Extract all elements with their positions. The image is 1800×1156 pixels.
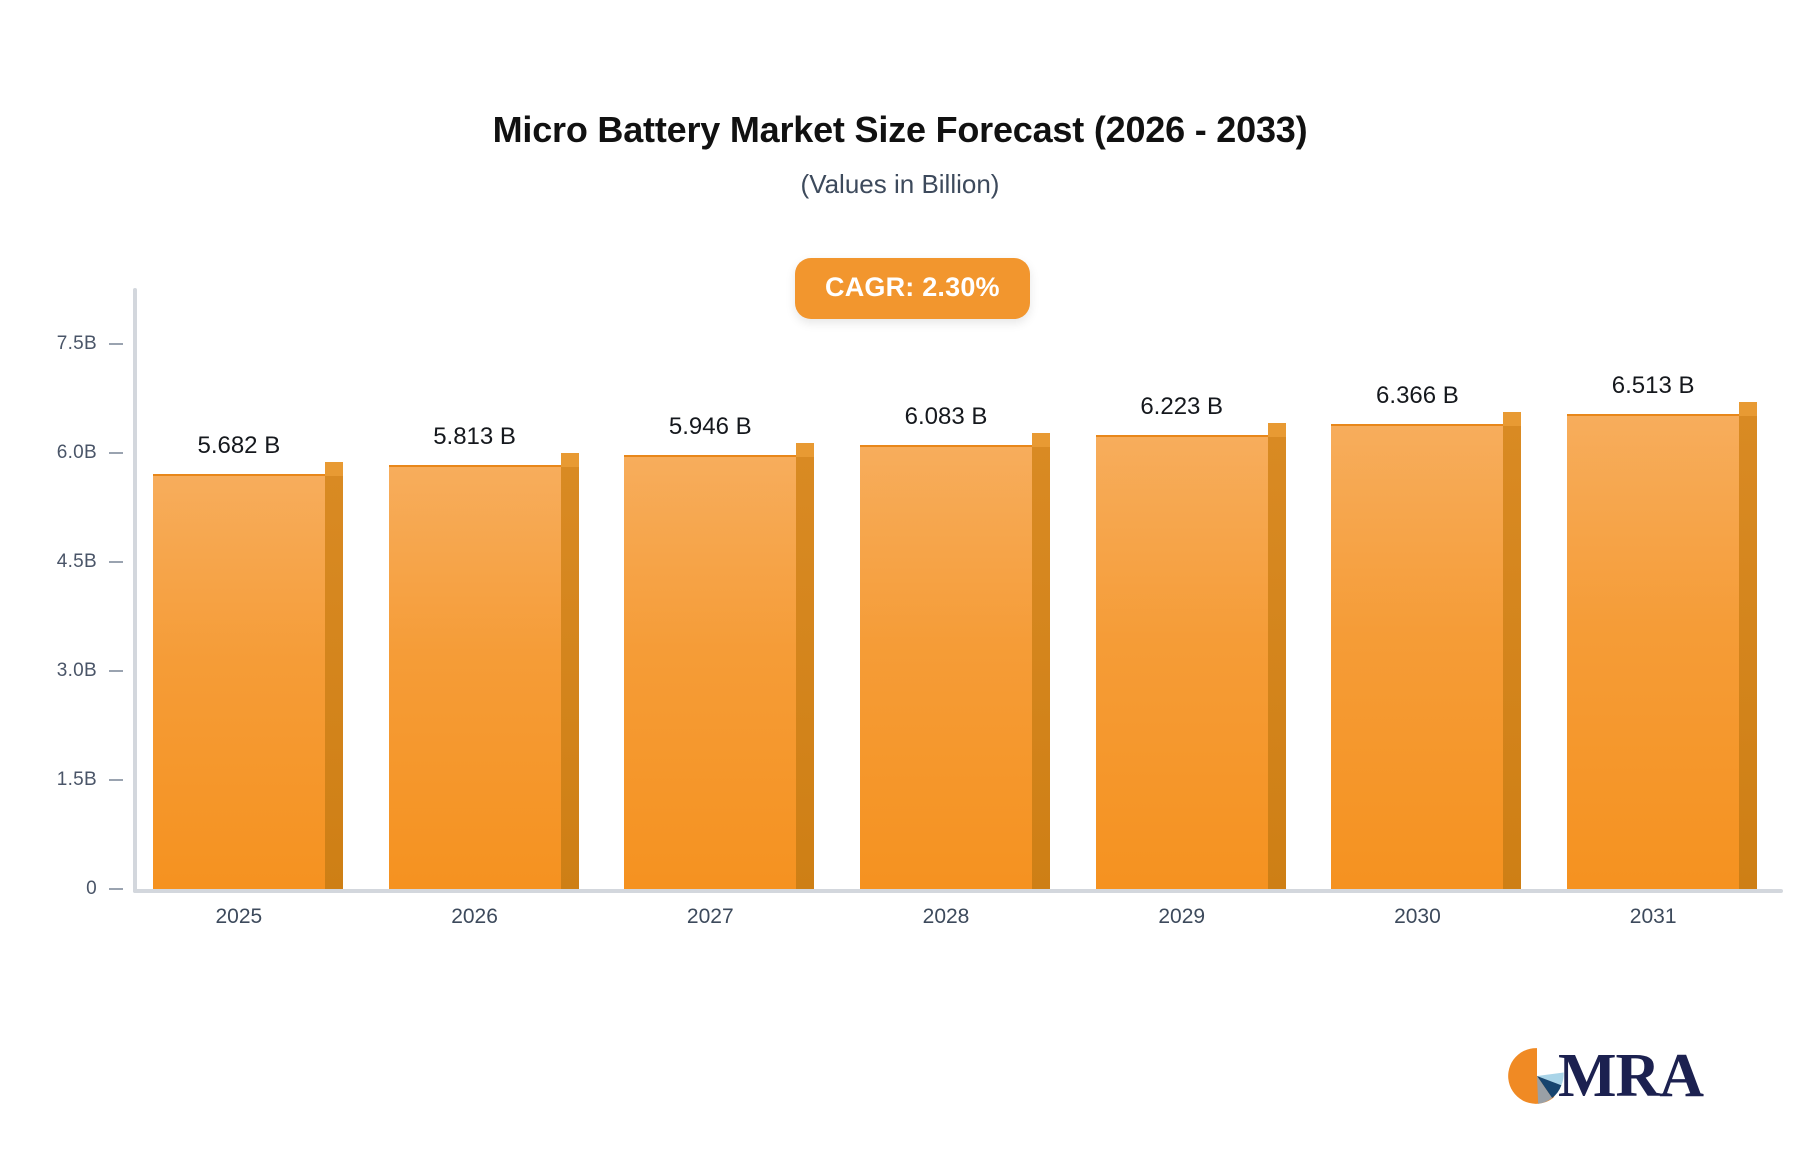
- cagr-badge: CAGR: 2.30%: [795, 258, 1030, 319]
- bar-column[interactable]: 5.682 B: [152, 432, 343, 889]
- bar-value-label: 6.366 B: [1376, 382, 1459, 410]
- bar-front-face: [1567, 413, 1740, 889]
- y-axis-tick-label: 7.5B: [56, 333, 97, 354]
- y-axis-tick-mark: [109, 452, 123, 454]
- bar-front-face: [388, 464, 561, 889]
- bar-front-face: [1331, 424, 1504, 889]
- bar-side-face: [560, 466, 579, 889]
- y-axis-tick-mark: [109, 779, 123, 781]
- bar-top-face: [1503, 412, 1522, 427]
- chart-subtitle: (Values in Billion): [800, 168, 1000, 199]
- bar-column[interactable]: 5.813 B: [388, 423, 579, 889]
- bar-column[interactable]: 6.513 B: [1567, 372, 1758, 889]
- x-axis-labels: 2025 2026 2027 2028 2029 2030 2031: [133, 905, 1783, 939]
- bar-value-label: 5.946 B: [668, 412, 752, 440]
- title-block: Micro Battery Market Size Forecast (2026…: [0, 110, 1800, 198]
- bar-column[interactable]: 6.223 B: [1095, 393, 1286, 889]
- y-axis-tick-label: 0: [86, 878, 97, 899]
- bar-top-face: [796, 442, 815, 457]
- bar-top-face: [1739, 401, 1758, 416]
- y-axis-tick-mark: [109, 561, 123, 563]
- bar-side-face: [1267, 436, 1286, 889]
- y-axis-tick-label: 3.0B: [56, 660, 97, 681]
- y-axis-tick: 0: [0, 878, 133, 899]
- bar-front-face: [152, 474, 325, 889]
- x-axis-label: 2028: [922, 905, 970, 928]
- y-axis-tick: 6.0B: [0, 442, 133, 463]
- bar-top-face: [324, 462, 343, 477]
- y-axis-tick: 3.0B: [0, 660, 133, 681]
- x-axis-label: 2026: [451, 905, 498, 928]
- bar-top-face: [1032, 432, 1050, 447]
- bar-front-face: [1095, 434, 1268, 889]
- plot-area: 5.682 B 5.813 B 5.946 B 6.083 B 6.223 B 6.366…: [133, 288, 1783, 893]
- x-axis-label: 2025: [215, 905, 263, 928]
- logo-text: MRA: [1558, 1042, 1704, 1110]
- page-title: Micro Battery Market Size Forecast (2026…: [492, 109, 1308, 150]
- bar-value-label: 6.223 B: [1140, 392, 1224, 420]
- mra-logo: MRA: [1508, 1040, 1704, 1112]
- pie-chart-icon: [1508, 1047, 1566, 1105]
- bar-value-label: 5.682 B: [197, 432, 281, 460]
- y-axis-tick-mark: [109, 888, 123, 890]
- bar-side-face: [796, 456, 815, 889]
- y-axis-tick-label: 6.0B: [56, 442, 97, 463]
- bar-column[interactable]: 6.366 B: [1331, 382, 1522, 889]
- bar-side-face: [324, 476, 343, 889]
- x-axis-label: 2031: [1629, 905, 1677, 928]
- y-axis-tick-label: 1.5B: [56, 769, 97, 790]
- bar-value-label: 6.083 B: [904, 402, 988, 430]
- bar-value-label: 5.813 B: [433, 422, 516, 450]
- bar-column[interactable]: 6.083 B: [860, 403, 1050, 889]
- x-axis-line: [133, 889, 1783, 893]
- bar-side-face: [1739, 415, 1758, 889]
- y-axis-tick: 1.5B: [0, 769, 133, 790]
- bar-side-face: [1503, 426, 1522, 889]
- y-axis-tick: 4.5B: [0, 551, 133, 572]
- y-axis-tick-mark: [109, 343, 123, 345]
- x-axis-label: 2027: [686, 905, 734, 928]
- bar-front-face: [624, 454, 797, 889]
- bar-side-face: [1032, 446, 1050, 889]
- y-axis-tick-mark: [109, 670, 123, 672]
- bar-value-label: 6.513 B: [1611, 371, 1695, 399]
- bar-top-face: [1267, 422, 1286, 437]
- bar-top-face: [560, 452, 579, 467]
- x-axis-label: 2029: [1158, 905, 1206, 928]
- x-axis-label: 2030: [1394, 905, 1441, 928]
- bars-layer: 5.682 B 5.813 B 5.946 B 6.083 B 6.223 B 6.366…: [133, 288, 1783, 893]
- y-axis-tick: 7.5B: [0, 333, 133, 354]
- bar-front-face: [860, 444, 1032, 889]
- y-axis-tick-label: 4.5B: [56, 551, 97, 572]
- bar-column[interactable]: 5.946 B: [624, 413, 815, 889]
- y-axis-line: [133, 288, 137, 893]
